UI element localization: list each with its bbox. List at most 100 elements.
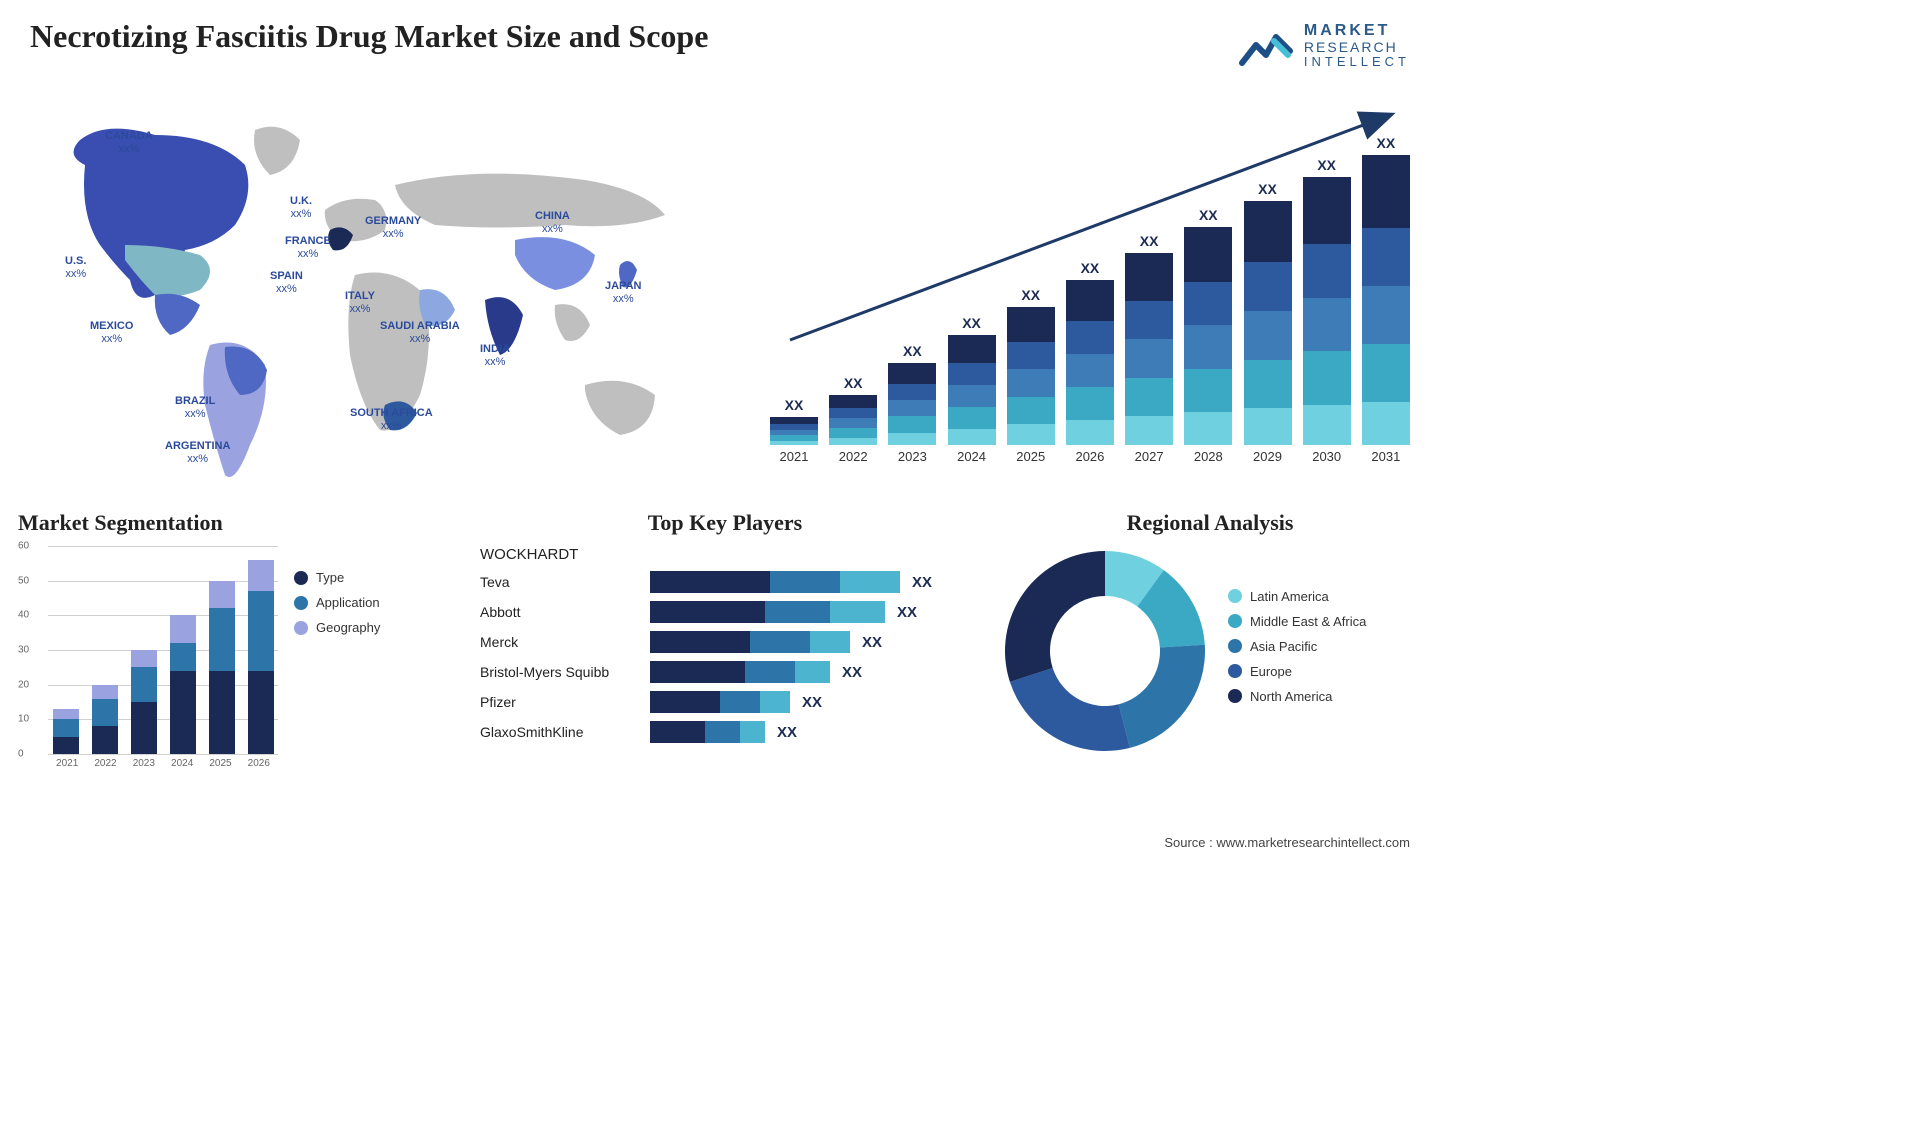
- regional-legend: Latin America Middle East & Africa Asia Pa…: [1228, 589, 1366, 714]
- seg-year-label: 2021: [56, 758, 78, 776]
- map-label-india: INDIAxx%: [480, 343, 510, 369]
- key-player-value: XX: [802, 694, 822, 711]
- seg-bar-2024: [170, 615, 196, 754]
- seg-year-label: 2025: [209, 758, 231, 776]
- regional-legend-item: Europe: [1228, 664, 1366, 679]
- forecast-bar-2030: XX: [1303, 157, 1351, 445]
- brand-mark-icon: [1238, 23, 1294, 69]
- seg-year-label: 2026: [248, 758, 270, 776]
- key-player-name: Pfizer: [480, 694, 650, 710]
- map-label-canada: CANADAxx%: [105, 130, 153, 156]
- regional-legend-item: Asia Pacific: [1228, 639, 1366, 654]
- key-players-panel: Top Key Players WOCKHARDT TevaXXAbbottXX…: [480, 510, 970, 790]
- source-credit: Source : www.marketresearchintellect.com: [1164, 835, 1410, 850]
- map-label-italy: ITALYxx%: [345, 290, 375, 316]
- seg-ytick: 20: [18, 679, 29, 690]
- map-label-france: FRANCExx%: [285, 235, 331, 261]
- forecast-year-label: 2025: [1007, 449, 1055, 475]
- forecast-year-label: 2022: [829, 449, 877, 475]
- seg-year-label: 2024: [171, 758, 193, 776]
- regional-legend-item: Latin America: [1228, 589, 1366, 604]
- forecast-bar-2022: XX: [829, 375, 877, 445]
- forecast-bar-2027: XX: [1125, 233, 1173, 445]
- regional-legend-item: Middle East & Africa: [1228, 614, 1366, 629]
- forecast-year-label: 2023: [888, 449, 936, 475]
- regional-donut-chart: [1000, 546, 1210, 756]
- map-label-japan: JAPANxx%: [605, 280, 641, 306]
- key-player-name: Abbott: [480, 604, 650, 620]
- key-player-row: Abbott XX: [480, 597, 970, 627]
- segmentation-chart: 0102030405060 202120222023202420252026: [18, 546, 278, 776]
- world-map-chart: CANADAxx%U.S.xx%MEXICOxx%BRAZILxx%ARGENT…: [25, 95, 725, 495]
- key-player-row: Merck XX: [480, 627, 970, 657]
- brand-line2: RESEARCH: [1304, 40, 1410, 55]
- regional-title: Regional Analysis: [1000, 510, 1420, 536]
- seg-bar-2025: [209, 581, 235, 754]
- page-title: Necrotizing Fasciitis Drug Market Size a…: [30, 18, 708, 55]
- seg-year-label: 2022: [94, 758, 116, 776]
- key-player-name: Teva: [480, 574, 650, 590]
- forecast-year-label: 2027: [1125, 449, 1173, 475]
- forecast-year-label: 2024: [948, 449, 996, 475]
- donut-slice-north-america: [1005, 551, 1105, 682]
- forecast-bar-2029: XX: [1244, 181, 1292, 445]
- forecast-bar-2023: XX: [888, 343, 936, 445]
- segmentation-title: Market Segmentation: [18, 510, 438, 536]
- forecast-bar-2026: XX: [1066, 260, 1114, 445]
- forecast-bar-2028: XX: [1184, 207, 1232, 445]
- seg-legend-item: Application: [294, 595, 380, 610]
- key-player-value: XX: [862, 634, 882, 651]
- seg-bar-2022: [92, 685, 118, 754]
- forecast-value-label: XX: [903, 343, 922, 359]
- forecast-value-label: XX: [1021, 287, 1040, 303]
- forecast-year-label: 2021: [770, 449, 818, 475]
- forecast-bar-2025: XX: [1007, 287, 1055, 445]
- forecast-value-label: XX: [785, 397, 804, 413]
- brand-line3: INTELLECT: [1304, 55, 1410, 69]
- key-player-value: XX: [897, 604, 917, 621]
- key-player-row: Bristol-Myers Squibb XX: [480, 657, 970, 687]
- map-label-mexico: MEXICOxx%: [90, 320, 133, 346]
- map-label-u-s-: U.S.xx%: [65, 255, 86, 281]
- forecast-value-label: XX: [1081, 260, 1100, 276]
- donut-slice-asia-pacific: [1119, 645, 1205, 748]
- segmentation-panel: Market Segmentation 0102030405060 202120…: [18, 510, 438, 790]
- forecast-value-label: XX: [1377, 135, 1396, 151]
- forecast-value-label: XX: [1199, 207, 1218, 223]
- forecast-year-label: 2029: [1244, 449, 1292, 475]
- seg-legend-item: Geography: [294, 620, 380, 635]
- key-player-value: XX: [842, 664, 862, 681]
- forecast-year-label: 2031: [1362, 449, 1410, 475]
- forecast-value-label: XX: [1140, 233, 1159, 249]
- forecast-year-label: 2026: [1066, 449, 1114, 475]
- seg-bar-2021: [53, 709, 79, 754]
- key-player-row: GlaxoSmithKline XX: [480, 717, 970, 747]
- key-player-name: Bristol-Myers Squibb: [480, 664, 650, 680]
- brand-logo: MARKET RESEARCH INTELLECT: [1238, 22, 1410, 69]
- map-label-brazil: BRAZILxx%: [175, 395, 215, 421]
- seg-ytick: 10: [18, 714, 29, 725]
- seg-ytick: 30: [18, 645, 29, 656]
- seg-bar-2023: [131, 650, 157, 754]
- map-label-china: CHINAxx%: [535, 210, 570, 236]
- seg-year-label: 2023: [133, 758, 155, 776]
- key-player-name: GlaxoSmithKline: [480, 724, 650, 740]
- map-label-u-k-: U.K.xx%: [290, 195, 312, 221]
- key-player-name: Merck: [480, 634, 650, 650]
- forecast-bar-2031: XX: [1362, 135, 1410, 445]
- forecast-value-label: XX: [1258, 181, 1277, 197]
- map-label-south-africa: SOUTH AFRICAxx%: [350, 407, 433, 433]
- seg-ytick: 50: [18, 575, 29, 586]
- key-player-row: TevaXX: [480, 567, 970, 597]
- key-player-row: Pfizer XX: [480, 687, 970, 717]
- key-player-value: XX: [777, 724, 797, 741]
- key-players-header: WOCKHARDT: [480, 546, 650, 563]
- brand-line1: MARKET: [1304, 22, 1410, 40]
- seg-ytick: 60: [18, 541, 29, 552]
- seg-bar-2026: [248, 560, 274, 754]
- key-players-title: Top Key Players: [480, 510, 970, 536]
- forecast-chart: XXXXXXXXXXXXXXXXXXXXXX 20212022202320242…: [770, 105, 1410, 475]
- map-label-germany: GERMANYxx%: [365, 215, 421, 241]
- forecast-value-label: XX: [844, 375, 863, 391]
- map-label-saudi-arabia: SAUDI ARABIAxx%: [380, 320, 460, 346]
